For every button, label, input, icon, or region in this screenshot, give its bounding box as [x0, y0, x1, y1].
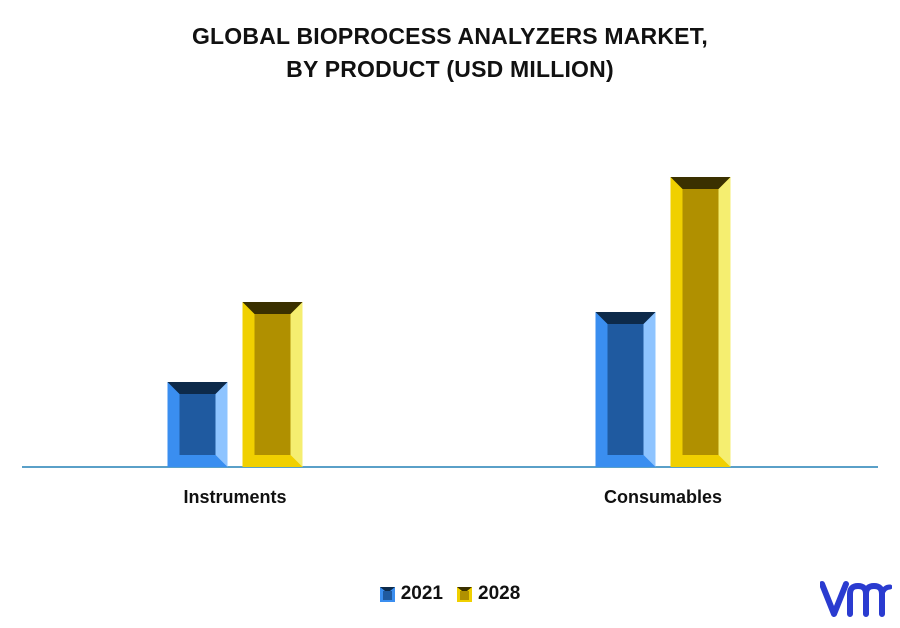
title-line-1: GLOBAL BIOPROCESS ANALYZERS MARKET, [191, 23, 709, 49]
bar-instruments-2028 [242, 302, 303, 467]
legend-item-2028: 2028 [457, 583, 520, 605]
bar-instruments-2021 [167, 382, 228, 467]
category-label-instruments: Instruments [183, 487, 286, 507]
vmr-logo-icon [820, 581, 892, 617]
title-line-2: BY PRODUCT (USD MILLION) [286, 56, 614, 82]
category-label-consumables: Consumables [604, 487, 722, 507]
legend-swatch-2028 [457, 586, 472, 602]
bar-consumables-2021 [595, 312, 656, 467]
legend-item-2021: 2021 [379, 583, 443, 605]
legend-label-2021: 2021 [400, 583, 443, 604]
legend-label-2028: 2028 [478, 583, 521, 604]
bar-consumables-2028 [670, 177, 731, 467]
chart-title: GLOBAL BIOPROCESS ANALYZERS MARKET, BY P… [0, 20, 900, 86]
legend: 2021 2028 [0, 583, 900, 605]
legend-swatch-2021 [379, 586, 395, 602]
